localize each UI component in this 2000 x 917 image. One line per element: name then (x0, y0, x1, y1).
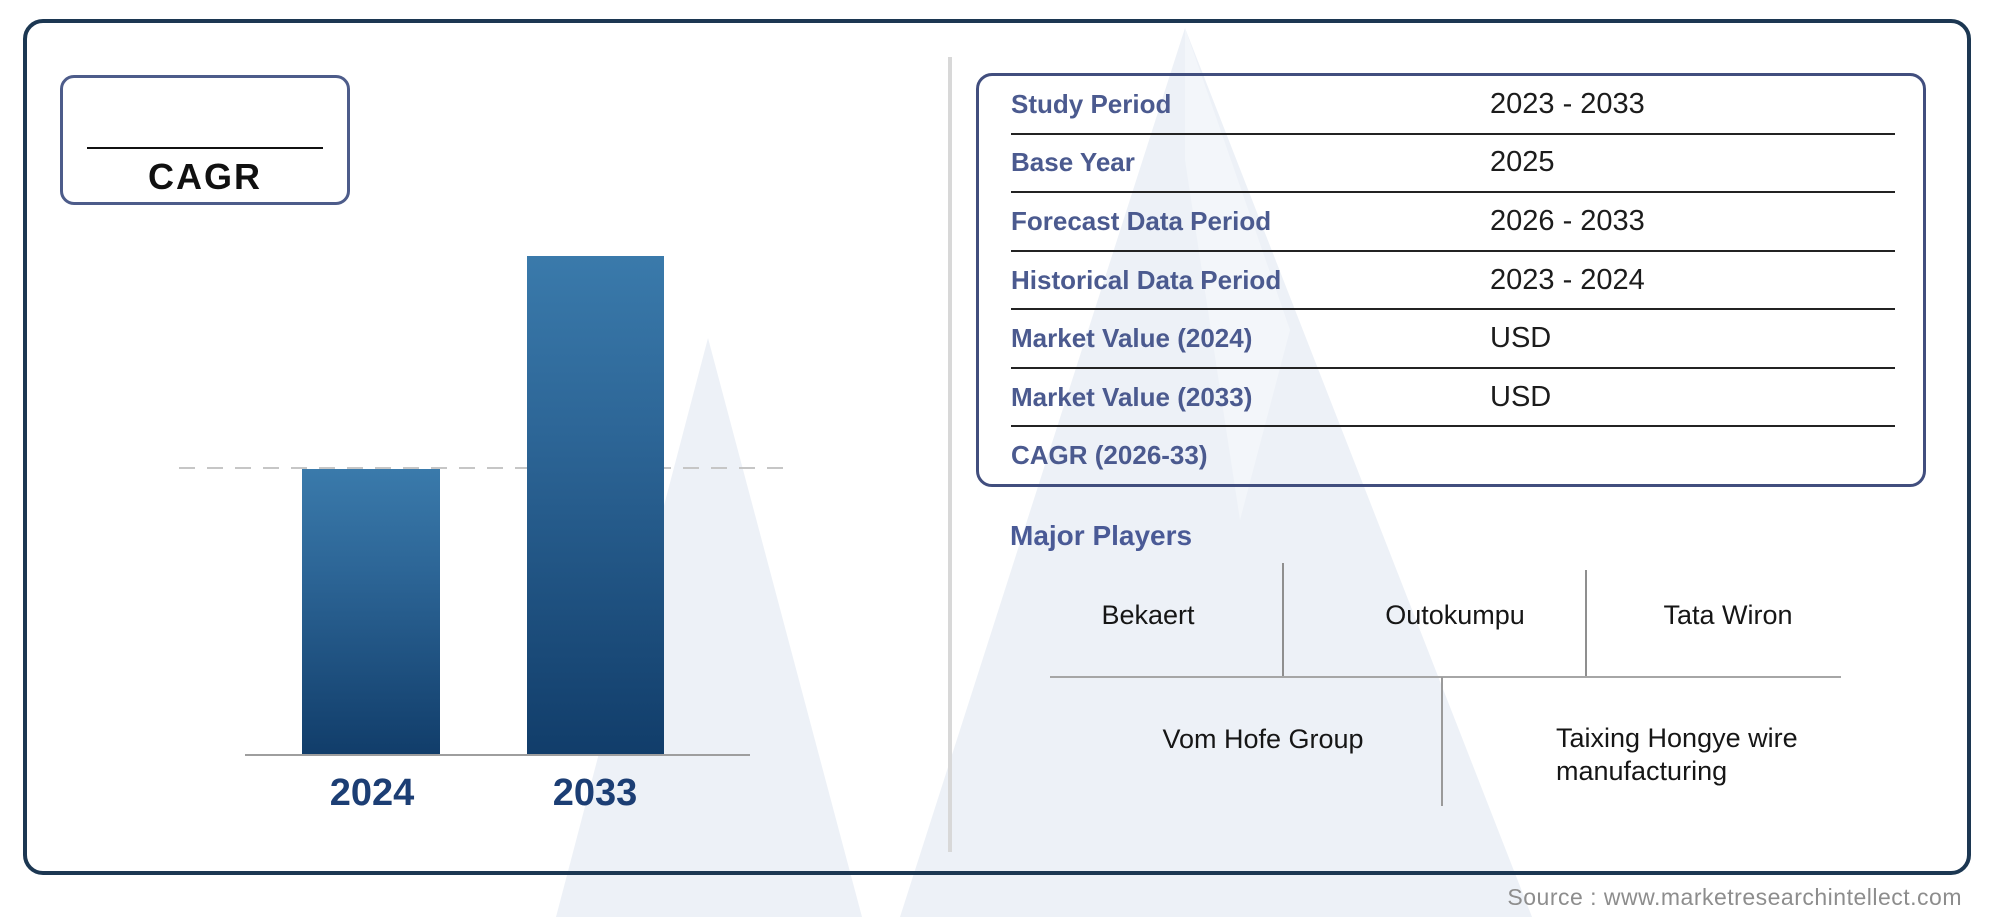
players-divider-vertical-2 (1585, 570, 1587, 677)
source-attribution: Source : www.marketresearchintellect.com (1507, 884, 1962, 910)
table-row-base-year: Base Year 2025 (1011, 135, 1895, 194)
row-value: 2025 (1490, 146, 1555, 179)
row-label: Historical Data Period (1011, 264, 1282, 295)
info-table: Study Period 2023 - 2033 Base Year 2025 … (976, 73, 1926, 487)
row-label: Market Value (2024) (1011, 323, 1253, 354)
x-axis-line (245, 754, 750, 756)
table-row-historical-period: Historical Data Period 2023 - 2024 (1011, 252, 1895, 311)
row-value: USD (1490, 322, 1552, 355)
x-tick-2033: 2033 (552, 772, 638, 814)
major-players-heading: Major Players (1010, 520, 1193, 551)
players-divider-horizontal (1050, 676, 1841, 678)
table-row-forecast-period: Forecast Data Period 2026 - 2033 (1011, 193, 1895, 252)
player-vom-hofe-group: Vom Hofe Group (1162, 724, 1364, 754)
x-tick-2024: 2024 (329, 772, 415, 814)
reference-dashed-line (179, 467, 787, 469)
bar-chart (179, 230, 787, 756)
players-divider-vertical-1 (1282, 563, 1284, 677)
cagr-box: CAGR (60, 75, 350, 205)
player-bekaert: Bekaert (1101, 600, 1195, 630)
table-row-cagr: CAGR (2026-33) (1011, 427, 1895, 484)
table-row-market-value-2024: Market Value (2024) USD (1011, 310, 1895, 369)
player-taixing-hongye: Taixing Hongye wire manufacturing (1556, 723, 1798, 786)
table-row-market-value-2033: Market Value (2033) USD (1011, 369, 1895, 428)
row-value: 2026 - 2033 (1490, 204, 1645, 237)
table-row-study-period: Study Period 2023 - 2033 (1011, 76, 1895, 135)
cagr-underline (87, 147, 323, 149)
outer-frame (23, 19, 1971, 875)
player-outokumpu: Outokumpu (1385, 600, 1525, 630)
row-label: Forecast Data Period (1011, 205, 1272, 236)
cagr-label: CAGR (148, 156, 262, 197)
section-divider (948, 57, 952, 852)
bar-2033 (527, 256, 664, 755)
row-value: 2023 - 2024 (1490, 263, 1645, 296)
row-value: USD (1490, 380, 1552, 413)
players-divider-vertical-3 (1441, 677, 1443, 806)
player-tata-wiron: Tata Wiron (1663, 600, 1793, 630)
row-label: Market Value (2033) (1011, 381, 1253, 412)
row-value: 2023 - 2033 (1490, 87, 1645, 120)
row-label: Base Year (1011, 147, 1135, 178)
row-label: Study Period (1011, 88, 1172, 119)
bar-2024 (302, 469, 440, 755)
row-label: CAGR (2026-33) (1011, 440, 1208, 471)
